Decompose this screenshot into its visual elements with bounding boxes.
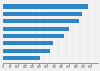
Bar [3, 27, 69, 31]
Bar [3, 19, 79, 23]
Bar [3, 41, 53, 45]
Bar [3, 12, 82, 16]
Bar [3, 49, 50, 53]
Bar [3, 4, 88, 9]
Bar [3, 34, 64, 38]
Bar [3, 56, 40, 60]
